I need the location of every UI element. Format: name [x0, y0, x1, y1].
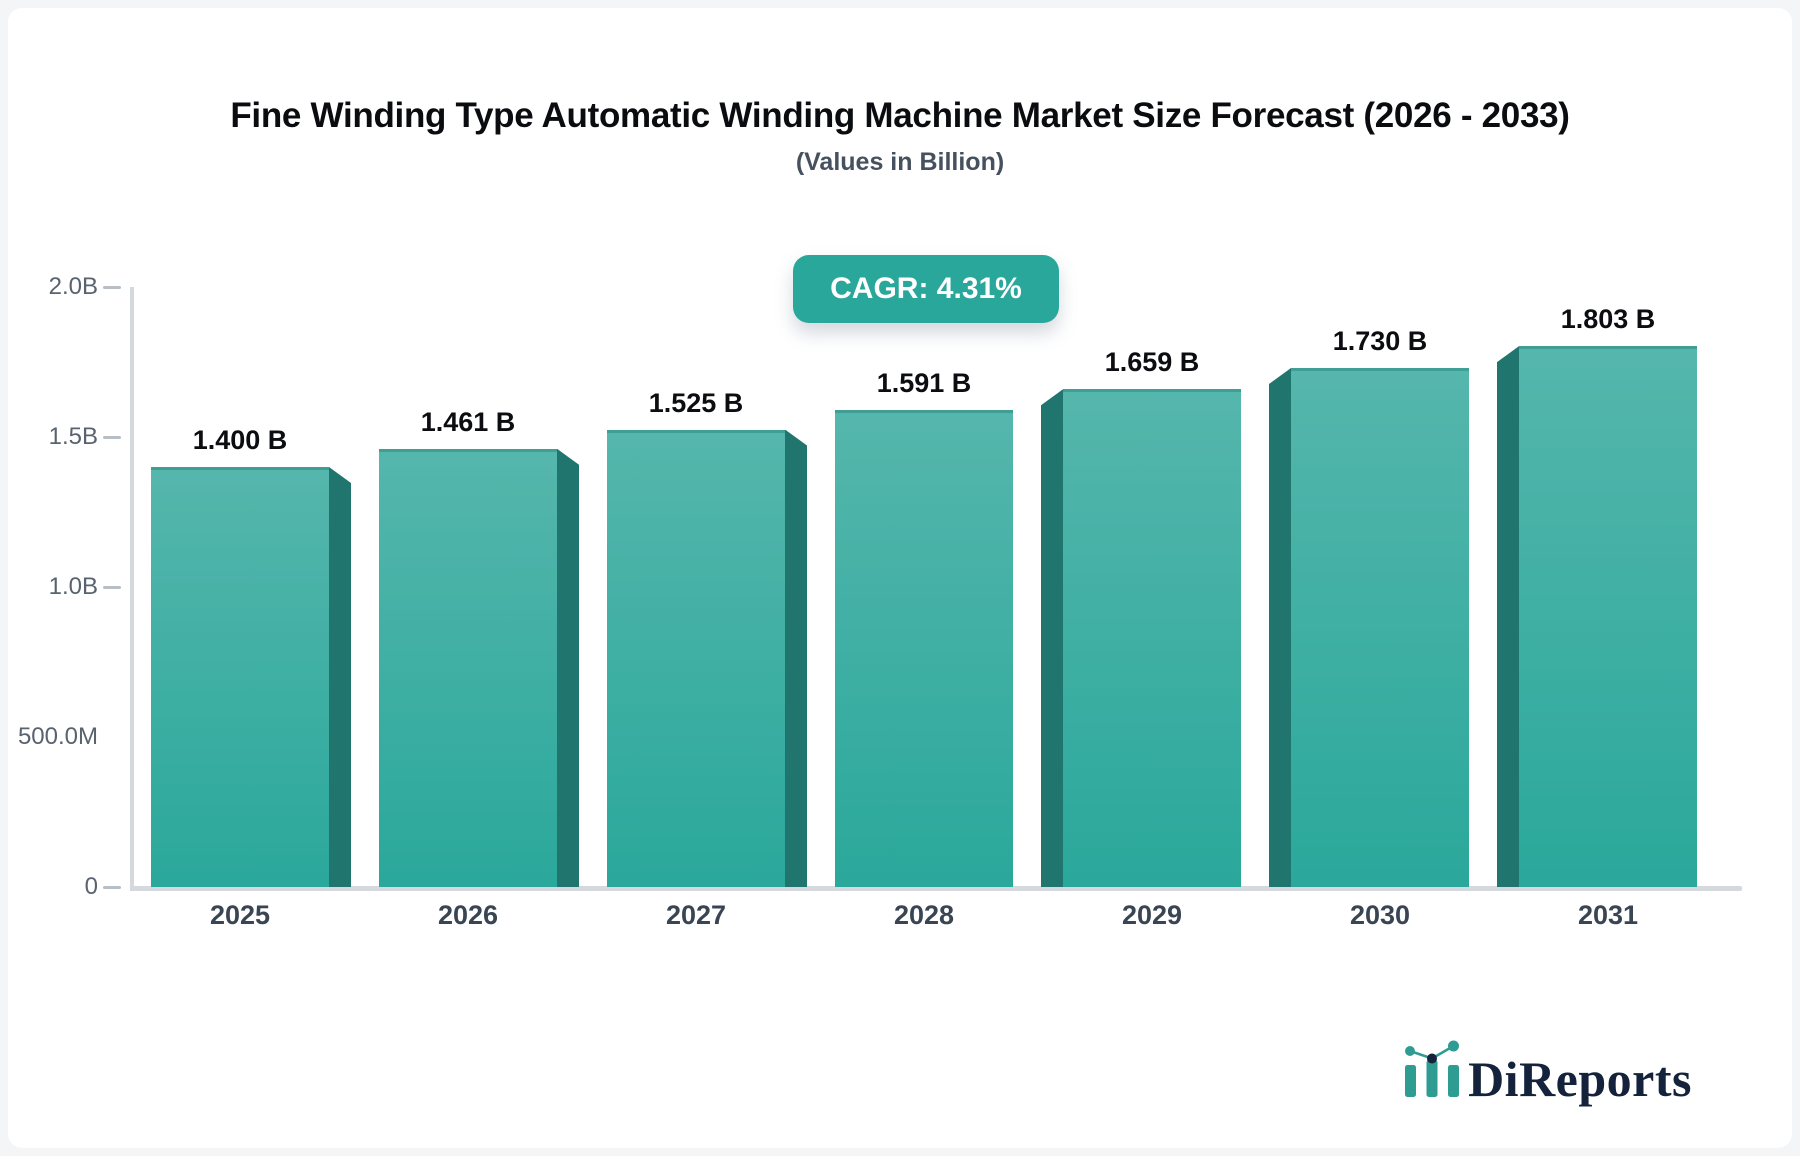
- y-axis-line: [130, 287, 134, 891]
- bar-side-2025: [329, 467, 351, 887]
- y-tick-mark: [103, 886, 121, 889]
- chart-subtitle: (Values in Billion): [795, 148, 1005, 176]
- x-axis-label-2029: 2029: [1121, 900, 1183, 930]
- y-tick-label: 1.0B: [48, 573, 98, 600]
- x-axis-line: [130, 886, 1742, 891]
- bar-2031: [1519, 346, 1697, 887]
- bar-side-2026: [557, 448, 579, 887]
- bar-value-label: 1.659 B: [1104, 347, 1200, 378]
- y-tick-label: 0: [84, 873, 98, 900]
- direports-logo-text: DiReports: [1468, 1051, 1692, 1107]
- bar-2028: [835, 409, 1013, 887]
- bar-value-label: 1.525 B: [648, 387, 744, 418]
- bar-side-2031: [1497, 346, 1519, 887]
- y-tick-label: 500.0M: [17, 723, 98, 750]
- x-axis-label-2031: 2031: [1577, 900, 1639, 930]
- x-axis-label-2028: 2028: [893, 900, 955, 930]
- direports-logo-icon: [1405, 1040, 1460, 1097]
- y-tick-mark: [103, 586, 121, 589]
- footer-logo: DiReports: [1403, 1039, 1692, 1104]
- bar-side-2029: [1041, 389, 1063, 887]
- bar-value-label: 1.803 B: [1560, 304, 1656, 335]
- y-tick-label: 2.0B: [48, 273, 98, 300]
- x-axis-label-2030: 2030: [1349, 900, 1411, 930]
- y-tick-mark: [103, 436, 121, 439]
- bar-value-label: 1.591 B: [876, 367, 972, 398]
- x-axis-label-2025: 2025: [209, 900, 271, 930]
- bar-value-label: 1.730 B: [1332, 326, 1428, 356]
- x-axis-label-2026: 2026: [437, 900, 499, 930]
- bar-value-label: 1.400 B: [192, 425, 288, 455]
- y-tick-label: 1.5B: [48, 423, 98, 450]
- y-tick-mark: [103, 286, 121, 289]
- bar-2027: [607, 429, 785, 887]
- bar-side-2027: [785, 429, 807, 887]
- page-title: Fine Winding Type Automatic Winding Mach…: [230, 96, 1570, 135]
- cagr-badge-label: CAGR: 4.31%: [830, 272, 1022, 305]
- bar-2025: [151, 467, 329, 887]
- bar-2030: [1291, 368, 1469, 887]
- bar-2026: [379, 448, 557, 887]
- bar-side-2030: [1269, 368, 1291, 887]
- x-axis-label-2027: 2027: [665, 900, 727, 930]
- cagr-badge: CAGR: 4.31%: [793, 255, 1059, 323]
- bar-2029: [1063, 389, 1241, 887]
- bar-value-label: 1.461 B: [420, 406, 516, 437]
